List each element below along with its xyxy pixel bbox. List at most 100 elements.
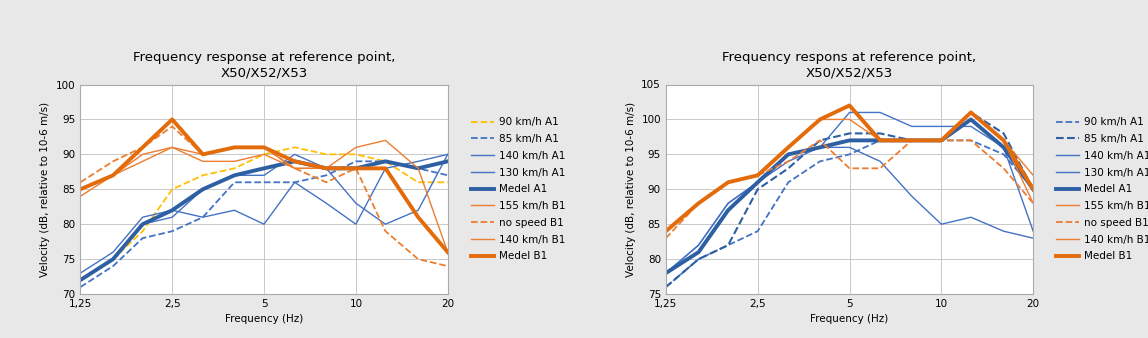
Medel A1 [73,278,87,282]
140 km/h B1 [165,145,179,149]
no speed B1 [905,138,918,142]
155 km/h B1 [441,250,455,254]
85 km/h A1 [659,285,673,289]
90 km/h A1 [73,278,87,282]
140 km/h B1 [659,229,673,233]
140 km/h A1 [349,222,363,226]
155 km/h B1 [964,111,978,115]
Medel B1 [782,145,796,149]
Medel A1 [379,159,393,163]
no speed B1 [996,166,1010,170]
85 km/h A1 [319,173,333,177]
Medel A1 [964,117,978,121]
X-axis label: Frequency (Hz): Frequency (Hz) [225,314,303,324]
Line: no speed B1: no speed B1 [80,126,448,266]
Line: 155 km/h B1: 155 km/h B1 [80,140,448,252]
130 km/h A1 [751,180,765,184]
85 km/h A1 [934,138,948,142]
140 km/h A1 [691,243,705,247]
90 km/h A1 [349,152,363,156]
140 km/h B1 [196,159,210,163]
85 km/h A1 [691,257,705,261]
no speed B1 [196,152,210,156]
Medel A1 [319,166,333,170]
155 km/h B1 [934,138,948,142]
Y-axis label: Velocity (dB, relative to 10-6 m/s): Velocity (dB, relative to 10-6 m/s) [626,102,636,277]
140 km/h B1 [379,166,393,170]
Medel B1 [288,159,302,163]
130 km/h A1 [782,159,796,163]
no speed B1 [257,145,271,149]
Line: 130 km/h A1: 130 km/h A1 [666,147,1033,273]
Line: 140 km/h A1: 140 km/h A1 [80,154,448,273]
Medel B1 [751,173,765,177]
140 km/h A1 [1026,229,1040,233]
155 km/h B1 [379,138,393,142]
Medel B1 [874,138,887,142]
155 km/h B1 [659,229,673,233]
140 km/h A1 [751,180,765,184]
85 km/h A1 [106,264,119,268]
Line: 90 km/h A1: 90 km/h A1 [666,140,1033,287]
no speed B1 [73,180,87,184]
85 km/h A1 [751,187,765,191]
no speed B1 [659,236,673,240]
155 km/h B1 [196,152,210,156]
140 km/h B1 [721,180,735,184]
140 km/h A1 [73,271,87,275]
130 km/h A1 [349,201,363,205]
Line: Medel A1: Medel A1 [666,119,1033,273]
140 km/h A1 [135,215,149,219]
no speed B1 [288,166,302,170]
140 km/h B1 [135,159,149,163]
Medel A1 [135,222,149,226]
140 km/h A1 [257,222,271,226]
Legend: 90 km/h A1, 85 km/h A1, 140 km/h A1, 130 km/h A1, Medel A1, 155 km/h B1, no spee: 90 km/h A1, 85 km/h A1, 140 km/h A1, 130… [1053,114,1148,265]
130 km/h A1 [721,201,735,205]
no speed B1 [227,145,241,149]
Medel B1 [73,187,87,191]
90 km/h A1 [165,187,179,191]
155 km/h B1 [288,166,302,170]
no speed B1 [1026,201,1040,205]
140 km/h A1 [782,152,796,156]
no speed B1 [964,138,978,142]
Medel A1 [751,180,765,184]
155 km/h B1 [165,145,179,149]
130 km/h A1 [691,243,705,247]
140 km/h B1 [106,173,119,177]
130 km/h A1 [165,215,179,219]
155 km/h B1 [874,138,887,142]
Medel B1 [165,117,179,121]
140 km/h A1 [721,201,735,205]
90 km/h A1 [106,257,119,261]
Title: Frequency respons at reference point,
X50/X52/X53: Frequency respons at reference point, X5… [722,51,977,79]
130 km/h A1 [106,257,119,261]
no speed B1 [441,264,455,268]
no speed B1 [721,180,735,184]
130 km/h A1 [874,159,887,163]
Medel B1 [996,138,1010,142]
Line: 140 km/h A1: 140 km/h A1 [666,113,1033,273]
Medel A1 [843,138,856,142]
130 km/h A1 [1026,236,1040,240]
140 km/h A1 [905,124,918,128]
155 km/h B1 [751,173,765,177]
140 km/h A1 [227,208,241,212]
130 km/h A1 [257,173,271,177]
no speed B1 [751,173,765,177]
140 km/h A1 [196,215,210,219]
Line: 140 km/h B1: 140 km/h B1 [666,113,1033,231]
Medel A1 [721,208,735,212]
130 km/h A1 [441,152,455,156]
90 km/h A1 [813,159,827,163]
85 km/h A1 [196,215,210,219]
90 km/h A1 [934,138,948,142]
85 km/h A1 [813,138,827,142]
155 km/h B1 [813,117,827,121]
130 km/h A1 [135,222,149,226]
90 km/h A1 [843,152,856,156]
Medel A1 [1026,187,1040,191]
Medel B1 [379,166,393,170]
Medel B1 [905,138,918,142]
